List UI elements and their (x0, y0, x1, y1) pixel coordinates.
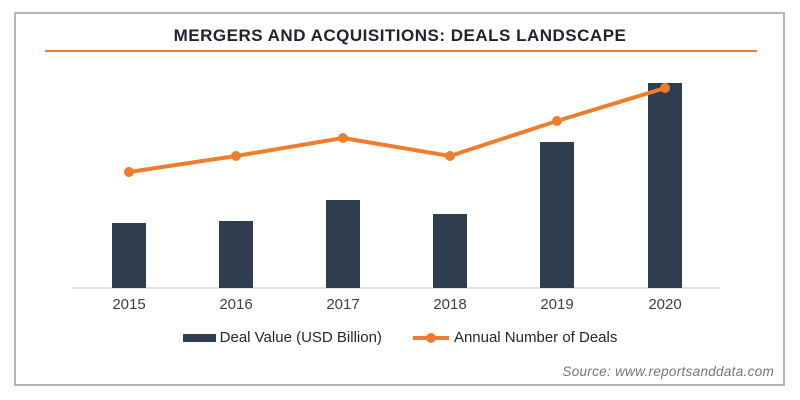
bar-2018 (433, 214, 467, 288)
line-marker-2015 (124, 167, 134, 177)
legend-label-deal-value: Deal Value (USD Billion) (219, 329, 382, 346)
deals-line (127, 86, 667, 174)
x-axis-ticks: 2015 2016 2017 2018 2019 2020 (70, 296, 726, 316)
chart-title: MERGERS AND ACQUISITIONS: DEALS LANDSCAP… (173, 26, 627, 45)
legend-label-annual-deals: Annual Number of Deals (453, 329, 618, 346)
bar-2019 (540, 142, 574, 288)
legend-item-deal-value: Deal Value (USD Billion) (182, 329, 382, 346)
x-tick-label: 2017 (326, 296, 360, 313)
bar-swatch-icon (182, 333, 216, 342)
legend-item-annual-deals: Annual Number of Deals (412, 329, 617, 346)
legend: Deal Value (USD Billion) Annual Number o… (0, 329, 800, 346)
bar-2017 (326, 200, 360, 288)
line-marker-2019 (552, 116, 562, 126)
line-marker-2020 (660, 83, 670, 93)
x-tick-label: 2020 (648, 296, 682, 313)
line-marker-2018 (445, 151, 455, 161)
title-divider (45, 50, 757, 52)
bar-2016 (219, 221, 253, 288)
x-tick-label: 2016 (219, 296, 253, 313)
source-attribution: Source: www.reportsanddata.com (562, 364, 774, 379)
bar-2015 (112, 223, 146, 288)
line-dot-swatch-icon (412, 332, 449, 343)
x-tick-label: 2015 (112, 296, 146, 313)
line-marker-2016 (231, 151, 241, 161)
x-tick-label: 2019 (540, 296, 574, 313)
line-marker-2017 (338, 133, 348, 143)
x-tick-label: 2018 (433, 296, 467, 313)
bar-2020 (648, 83, 682, 288)
chart-canvas (72, 83, 720, 289)
